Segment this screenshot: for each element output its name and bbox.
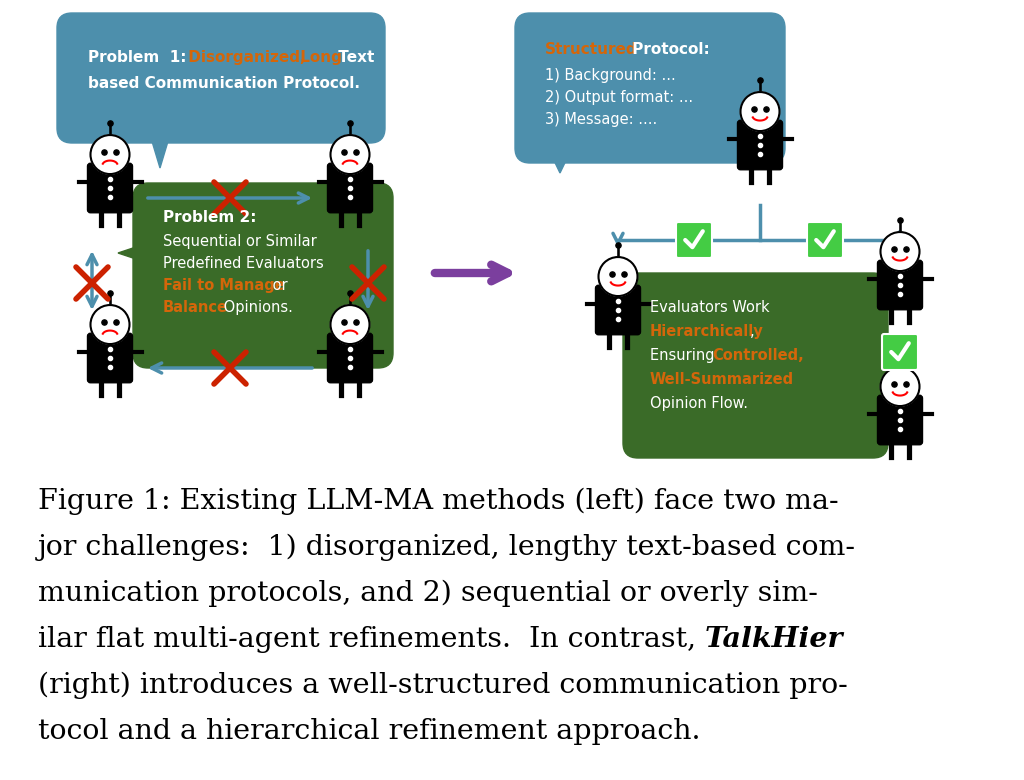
Circle shape	[740, 92, 779, 131]
Text: Balance: Balance	[163, 300, 228, 315]
FancyBboxPatch shape	[596, 285, 640, 335]
Text: ilar flat multi-agent refinements.  In contrast,: ilar flat multi-agent refinements. In co…	[38, 626, 705, 653]
Circle shape	[598, 257, 638, 296]
Text: Evaluators Work: Evaluators Work	[650, 300, 770, 315]
Text: Controlled,: Controlled,	[712, 348, 804, 363]
Text: based Communication Protocol.: based Communication Protocol.	[88, 76, 360, 91]
Polygon shape	[873, 333, 903, 353]
Text: munication protocols, and 2) sequential or overly sim-: munication protocols, and 2) sequential …	[38, 580, 818, 608]
Polygon shape	[148, 128, 172, 168]
Circle shape	[331, 305, 370, 344]
FancyBboxPatch shape	[87, 333, 132, 383]
Text: Ensuring: Ensuring	[650, 348, 719, 363]
Text: 3) Message: ....: 3) Message: ....	[545, 112, 657, 127]
Text: 2) Output format: ...: 2) Output format: ...	[545, 90, 693, 105]
Text: Hierarchically: Hierarchically	[650, 324, 764, 339]
Text: Well-Summarized: Well-Summarized	[650, 372, 795, 387]
Text: or: or	[268, 278, 288, 293]
Text: 1) Background: ...: 1) Background: ...	[545, 68, 676, 83]
FancyBboxPatch shape	[515, 13, 785, 163]
FancyBboxPatch shape	[623, 273, 888, 458]
Text: Protocol:: Protocol:	[627, 42, 710, 57]
Text: Disorganized,: Disorganized,	[183, 50, 305, 65]
Text: Problem  1:: Problem 1:	[88, 50, 186, 65]
FancyBboxPatch shape	[328, 333, 373, 383]
Text: TalkHier: TalkHier	[705, 626, 844, 653]
Text: Opinion Flow.: Opinion Flow.	[650, 396, 748, 411]
FancyBboxPatch shape	[87, 163, 132, 213]
Text: jor challenges:  1) disorganized, lengthy text-based com-: jor challenges: 1) disorganized, lengthy…	[38, 534, 856, 562]
FancyBboxPatch shape	[878, 395, 923, 445]
Text: tocol and a hierarchical refinement approach.: tocol and a hierarchical refinement appr…	[38, 718, 700, 745]
FancyBboxPatch shape	[57, 13, 385, 143]
Text: (right) introduces a well-structured communication pro-: (right) introduces a well-structured com…	[38, 672, 848, 700]
FancyBboxPatch shape	[328, 163, 373, 213]
Text: Problem 2:: Problem 2:	[163, 210, 256, 225]
Text: Predefined Evaluators: Predefined Evaluators	[163, 256, 324, 271]
Text: Long: Long	[295, 50, 342, 65]
Circle shape	[90, 135, 129, 174]
FancyBboxPatch shape	[737, 120, 782, 170]
FancyBboxPatch shape	[676, 222, 712, 258]
Polygon shape	[118, 243, 148, 263]
Circle shape	[90, 305, 129, 344]
Circle shape	[881, 367, 920, 406]
Text: Sequential or Similar: Sequential or Similar	[163, 234, 316, 249]
Text: Figure 1: Existing LLM-MA methods (left) face two ma-: Figure 1: Existing LLM-MA methods (left)…	[38, 488, 839, 516]
FancyBboxPatch shape	[807, 222, 843, 258]
Text: Structured: Structured	[545, 42, 638, 57]
Circle shape	[881, 232, 920, 271]
FancyBboxPatch shape	[878, 261, 923, 310]
Polygon shape	[548, 148, 572, 173]
Text: Opinions.: Opinions.	[219, 300, 293, 315]
Text: ,: ,	[750, 324, 755, 339]
Circle shape	[331, 135, 370, 174]
FancyBboxPatch shape	[882, 334, 918, 370]
Text: Fail to Manage: Fail to Manage	[163, 278, 285, 293]
FancyBboxPatch shape	[133, 183, 393, 368]
Text: Text: Text	[333, 50, 375, 65]
